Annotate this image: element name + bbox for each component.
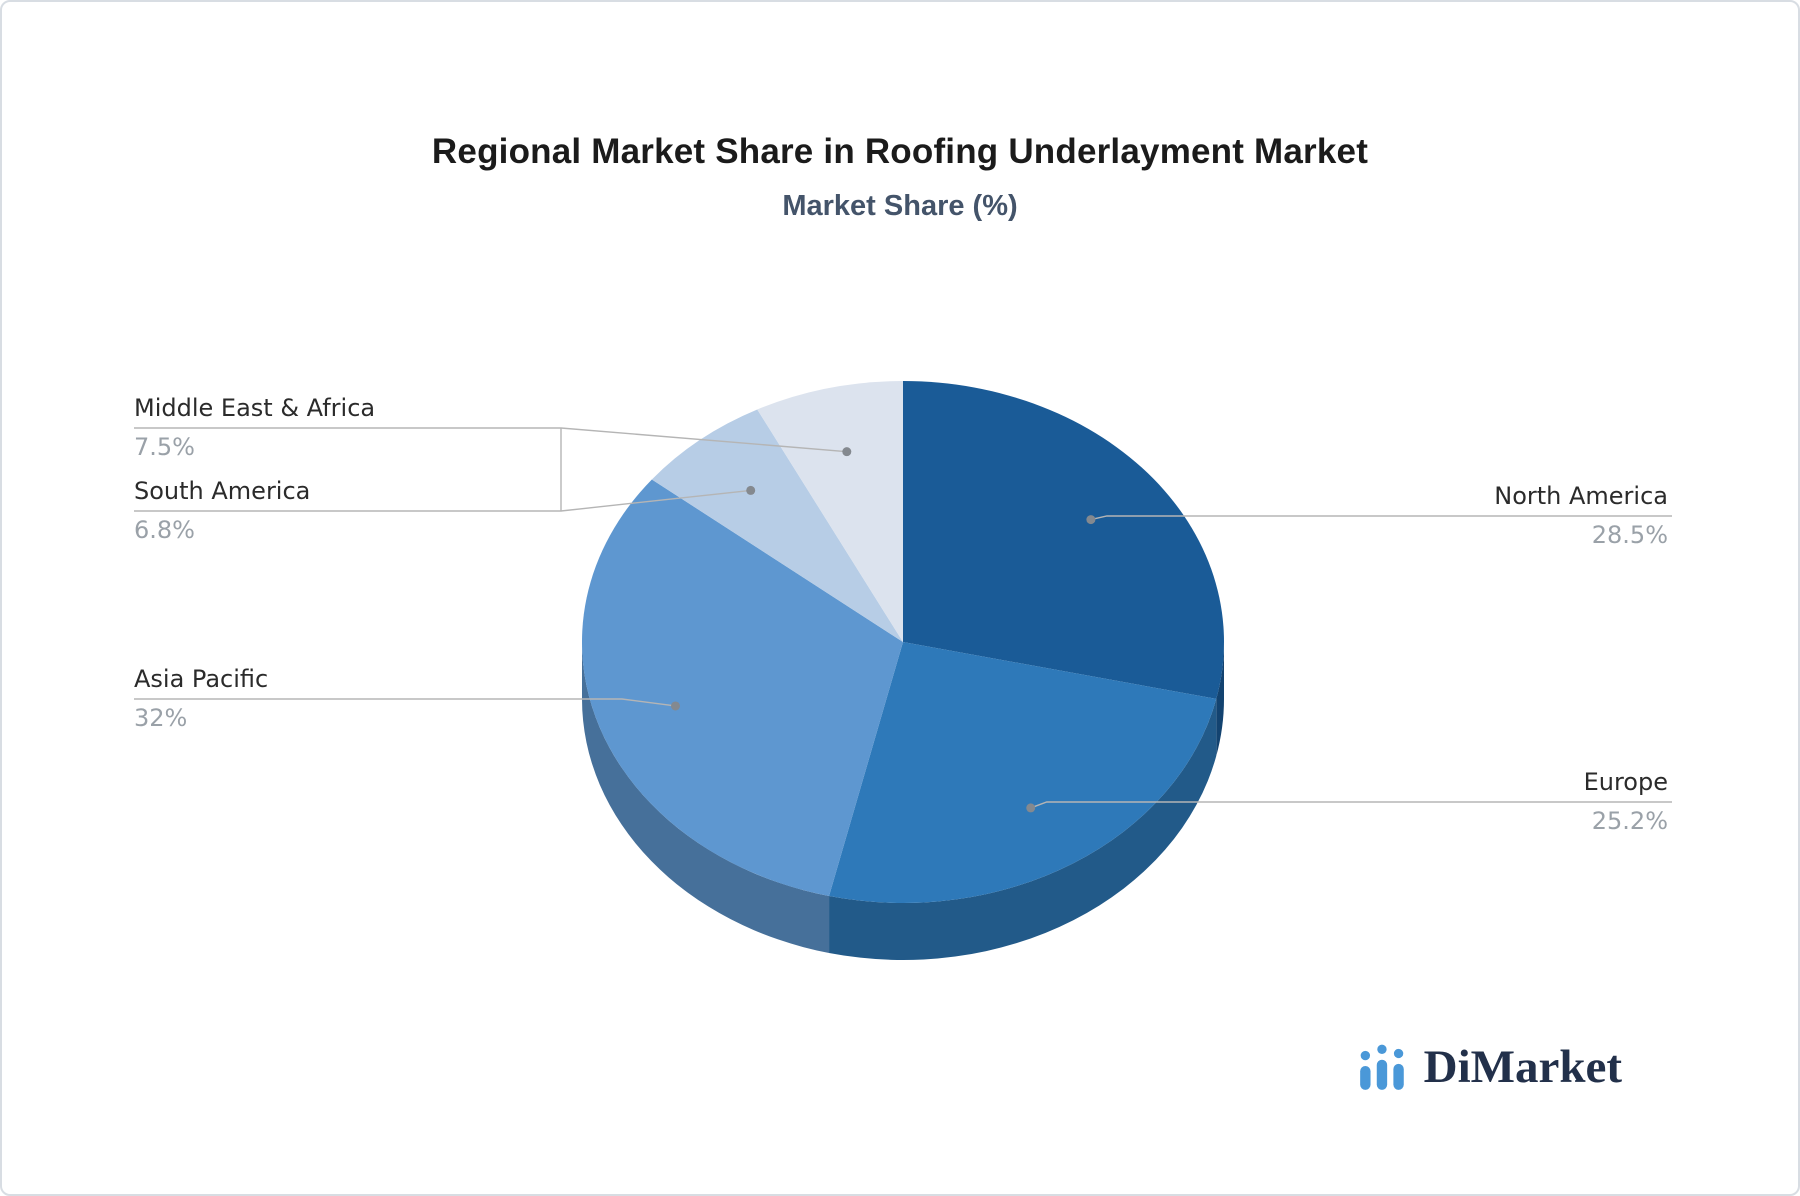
callout-middle-east-africa: Middle East & Africa 7.5% bbox=[134, 394, 375, 461]
slice-label: Europe bbox=[1583, 768, 1668, 796]
slice-value: 32% bbox=[134, 704, 188, 732]
bar-chart-icon bbox=[1359, 1044, 1404, 1090]
callout-asia-pacific: Asia Pacific 32% bbox=[134, 665, 268, 732]
callout-south-america: South America 6.8% bbox=[134, 477, 310, 544]
chart-title: Regional Market Share in Roofing Underla… bbox=[431, 132, 1369, 171]
slice-value: 6.8% bbox=[134, 516, 195, 544]
slice-label: North America bbox=[1494, 482, 1668, 510]
slice-value: 28.5% bbox=[1591, 521, 1668, 549]
slice-label: Asia Pacific bbox=[134, 665, 269, 693]
slice-value: 25.2% bbox=[1591, 807, 1668, 835]
brand-logo: DiMarket bbox=[1356, 1040, 1622, 1094]
slice-label: Middle East & Africa bbox=[134, 394, 376, 422]
callout-europe: Europe 25.2% bbox=[1584, 768, 1668, 835]
chart-subtitle: Market Share (%) bbox=[782, 190, 1018, 222]
callout-north-america: North America 28.5% bbox=[1494, 482, 1668, 549]
slice-label: South America bbox=[134, 477, 311, 505]
brand-name: DiMarket bbox=[1423, 1041, 1622, 1093]
slice-value: 7.5% bbox=[134, 433, 195, 461]
